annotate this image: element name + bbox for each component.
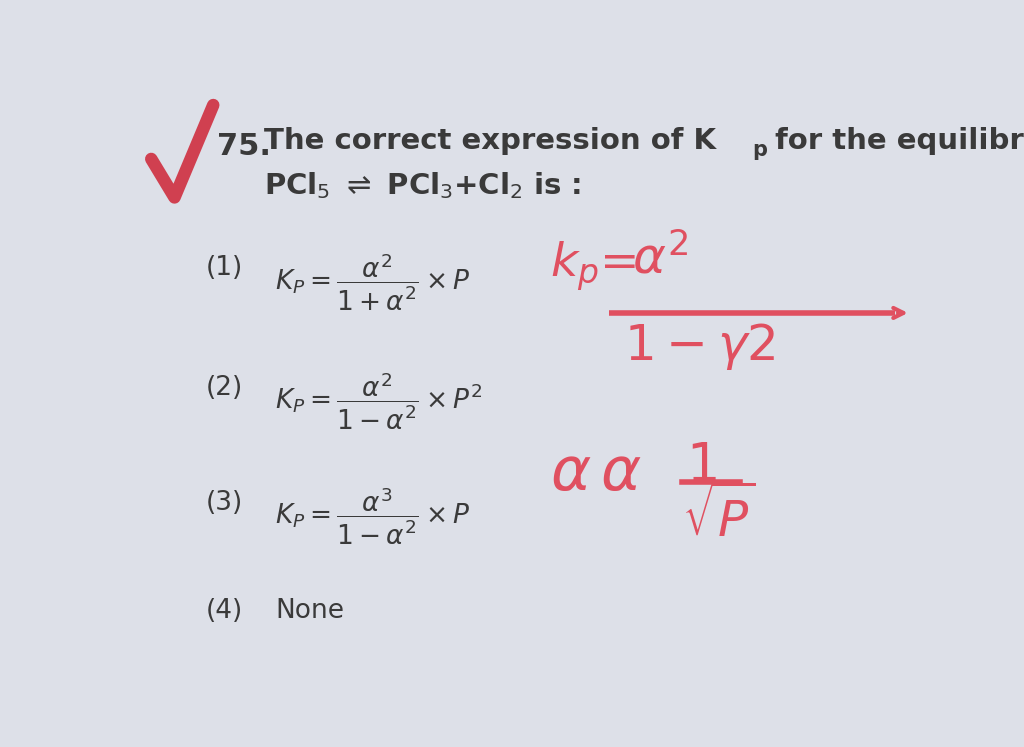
Text: $\mathit{1}$: $\mathit{1}$ xyxy=(686,440,717,492)
Text: None: None xyxy=(275,598,344,624)
Text: (3): (3) xyxy=(206,490,243,516)
Text: $\mathit{\alpha}\,\mathit{\alpha}$: $\mathit{\alpha}\,\mathit{\alpha}$ xyxy=(550,444,642,503)
Text: $\sqrt{\mathit{P}}$: $\sqrt{\mathit{P}}$ xyxy=(682,486,756,547)
Text: The correct expression of K: The correct expression of K xyxy=(263,126,716,155)
Text: (4): (4) xyxy=(206,598,243,624)
Text: 75.: 75. xyxy=(217,132,271,161)
Text: PCl$_5$ $\rightleftharpoons$ PCl$_3$+Cl$_2$ is :: PCl$_5$ $\rightleftharpoons$ PCl$_3$+Cl$… xyxy=(263,170,581,201)
Text: $K_P = \dfrac{\alpha^3}{1-\alpha^2} \times P$: $K_P = \dfrac{\alpha^3}{1-\alpha^2} \tim… xyxy=(275,486,471,548)
Text: $\mathit{1}-\mathit{\gamma}\mathit{2}$: $\mathit{1}-\mathit{\gamma}\mathit{2}$ xyxy=(624,320,775,372)
Text: (1): (1) xyxy=(206,255,243,281)
Text: for the equilibrium: for the equilibrium xyxy=(765,126,1024,155)
Text: $K_P = \dfrac{\alpha^2}{1-\alpha^2} \times P^2$: $K_P = \dfrac{\alpha^2}{1-\alpha^2} \tim… xyxy=(275,371,482,432)
Text: $\mathit{k}_{\mathit{p}}$=: $\mathit{k}_{\mathit{p}}$= xyxy=(550,240,637,294)
Text: $K_P = \dfrac{\alpha^2}{1+\alpha^2} \times P$: $K_P = \dfrac{\alpha^2}{1+\alpha^2} \tim… xyxy=(275,251,471,312)
Text: (2): (2) xyxy=(206,374,243,400)
Text: p: p xyxy=(753,140,768,160)
Text: $\mathit{\alpha}^2$: $\mathit{\alpha}^2$ xyxy=(632,235,688,283)
